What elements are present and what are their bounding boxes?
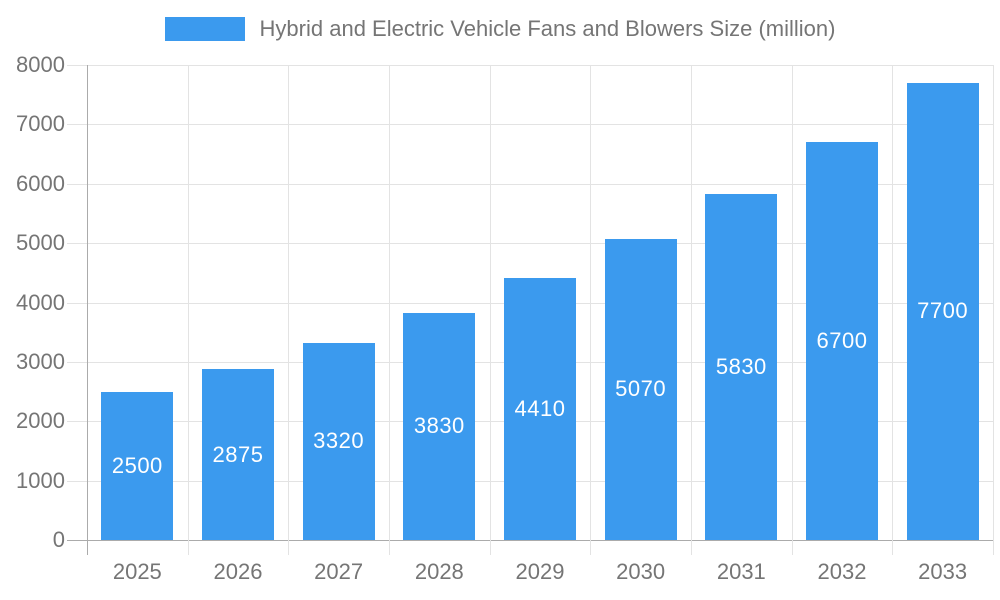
bar[interactable]: 4410 [504, 278, 576, 540]
y-axis-tick-label: 1000 [16, 467, 65, 493]
x-axis-tick-label: 2029 [515, 559, 565, 584]
bar-value-label: 7700 [917, 298, 969, 324]
y-gridline [67, 243, 993, 245]
x-gridline [187, 65, 189, 555]
x-axis-tick-label: 2028 [414, 559, 464, 584]
y-axis-tick-label: 7000 [16, 111, 65, 137]
x-gridline [993, 65, 994, 555]
x-gridline [389, 65, 390, 555]
x-axis-tick-label: 2033 [918, 559, 968, 584]
x-gridline [892, 65, 894, 555]
legend[interactable]: Hybrid and Electric Vehicle Fans and Blo… [0, 16, 1000, 42]
y-gridline [67, 124, 993, 126]
x-axis-tick-label: 2026 [213, 559, 263, 584]
x-axis-tick-label: 2027 [314, 559, 364, 584]
x-axis-line [67, 540, 993, 541]
x-gridline [590, 65, 592, 555]
legend-label[interactable]: Hybrid and Electric Vehicle Fans and Blo… [259, 16, 836, 41]
bar-value-label: 5830 [715, 353, 767, 379]
bar[interactable]: 5830 [705, 193, 778, 540]
bar[interactable]: 3320 [302, 342, 375, 540]
bar-value-label: 6700 [816, 328, 868, 354]
x-axis-tick-label: 2025 [112, 559, 162, 584]
x-gridline [691, 65, 692, 555]
y-gridline [67, 65, 993, 66]
bar[interactable]: 6700 [806, 142, 878, 540]
bar[interactable]: 5070 [604, 238, 677, 540]
y-gridline [67, 183, 993, 185]
y-axis-tick-label: 3000 [16, 348, 65, 374]
y-axis-tick-label: 0 [52, 527, 65, 552]
bar[interactable]: 2500 [101, 391, 174, 540]
x-axis-tick-label: 2030 [616, 559, 666, 584]
bar-value-label: 4410 [514, 396, 566, 422]
x-gridline [489, 65, 491, 555]
bar[interactable]: 3830 [403, 312, 476, 540]
x-axis-tick-label: 2032 [817, 559, 867, 584]
bar-value-label: 3830 [413, 413, 465, 439]
bar[interactable]: 2875 [202, 369, 274, 540]
y-axis-tick-label: 8000 [16, 52, 65, 77]
y-axis-tick-label: 4000 [16, 289, 65, 315]
y-axis-line [87, 65, 88, 555]
bar[interactable]: 7700 [906, 82, 979, 540]
legend-swatch-icon[interactable] [164, 17, 245, 41]
x-gridline [288, 65, 290, 555]
bar-value-label: 5070 [615, 376, 667, 402]
bar-value-label: 3320 [313, 428, 365, 454]
y-axis-tick-label: 2000 [16, 408, 65, 434]
bar-value-label: 2875 [212, 441, 264, 467]
x-gridline [791, 65, 793, 555]
bar-value-label: 2500 [111, 452, 163, 478]
x-axis-tick-label: 2031 [716, 559, 766, 584]
y-axis-tick-label: 6000 [16, 170, 65, 196]
y-axis-tick-label: 5000 [16, 230, 65, 256]
